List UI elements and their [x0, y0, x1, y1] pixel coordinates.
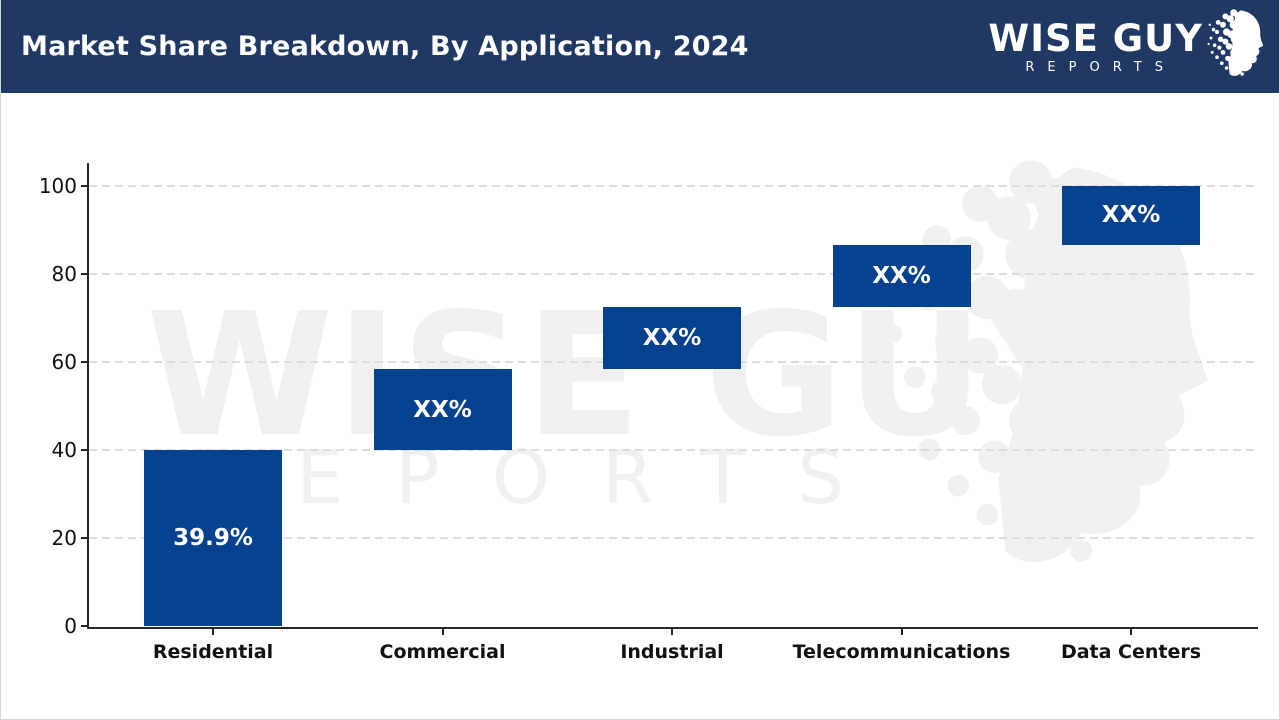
bar — [1062, 186, 1200, 245]
x-category-label: Telecommunications — [792, 641, 1011, 663]
gridline — [89, 185, 1258, 187]
x-tick — [900, 627, 903, 635]
x-axis — [87, 627, 1258, 629]
watermark-subtext: REPORTS — [193, 435, 897, 521]
bar — [603, 307, 741, 369]
bar — [832, 244, 971, 307]
y-axis — [87, 163, 89, 629]
header-bar: Market Share Breakdown, By Application, … — [1, 0, 1279, 93]
y-tick-label: 0 — [64, 614, 77, 638]
x-tick — [212, 627, 214, 635]
y-tick — [81, 537, 89, 539]
y-tick — [81, 449, 89, 451]
x-tick — [441, 627, 444, 635]
x-tick — [671, 627, 673, 635]
bar-value-label: XX% — [413, 396, 472, 423]
x-category-label: Data Centers — [1060, 641, 1202, 663]
y-tick-label: 60 — [51, 350, 77, 374]
x-category-label: Residential — [152, 641, 274, 663]
gridline — [89, 273, 1258, 275]
y-tick — [81, 273, 89, 275]
wiseguy-face-icon — [1205, 8, 1271, 86]
bar-value-label: 39.9% — [173, 525, 253, 552]
bar-value-label: XX% — [1101, 202, 1161, 229]
watermark-face-icon — [846, 153, 1266, 623]
chart-area: WISE GUY REPORTS 0 20 40 60 80 100 39.9% XX% XX%… — [1, 93, 1279, 719]
bar — [144, 450, 282, 626]
x-tick — [1130, 627, 1132, 635]
page-title: Market Share Breakdown, By Application, … — [21, 31, 749, 62]
logo-subtext: REPORTS — [1025, 60, 1176, 75]
bar-value-label: XX% — [872, 262, 931, 289]
y-tick-label: 80 — [51, 262, 77, 286]
logo: WISE GUY REPORTS — [988, 6, 1271, 88]
y-tick-label: 40 — [51, 438, 77, 462]
bar — [373, 368, 512, 451]
x-category-label: Industrial — [620, 641, 724, 663]
y-tick — [81, 361, 89, 363]
logo-wordmark-block: WISE GUY REPORTS — [988, 20, 1203, 74]
y-tick-label: 20 — [51, 526, 77, 550]
y-tick-label: 100 — [38, 174, 77, 198]
x-category-label: Commercial — [379, 641, 506, 663]
logo-wordmark: WISE GUY — [988, 17, 1203, 60]
gridline — [89, 449, 1258, 451]
bar-value-label: XX% — [642, 324, 702, 351]
y-tick — [81, 185, 89, 187]
y-tick — [81, 625, 89, 627]
gridline — [89, 537, 1258, 539]
